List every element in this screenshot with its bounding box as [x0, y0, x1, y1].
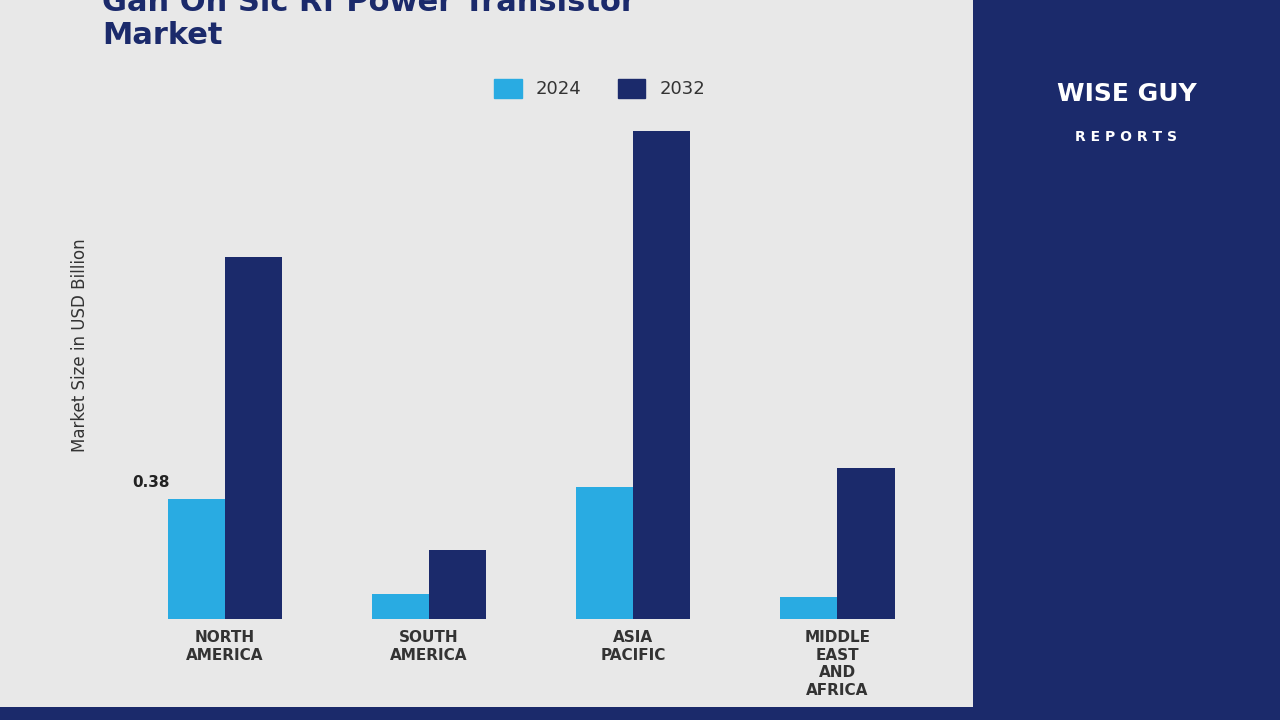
Bar	[837, 468, 895, 619]
Text: Gan On Sic Rf Power Transistor
Market: Gan On Sic Rf Power Transistor Market	[102, 0, 636, 50]
Y-axis label: Market Size in USD Billion: Market Size in USD Billion	[70, 239, 88, 452]
Bar	[372, 594, 429, 619]
Bar	[168, 500, 225, 619]
Bar	[634, 130, 690, 619]
Text: WISE GUY: WISE GUY	[1056, 81, 1197, 106]
Bar	[429, 550, 486, 619]
Bar	[576, 487, 634, 619]
Text: R E P O R T S: R E P O R T S	[1075, 130, 1178, 144]
Legend: 2024, 2032: 2024, 2032	[485, 70, 714, 107]
Bar	[225, 257, 282, 619]
Bar	[781, 597, 837, 619]
Text: 0.38: 0.38	[133, 475, 170, 490]
